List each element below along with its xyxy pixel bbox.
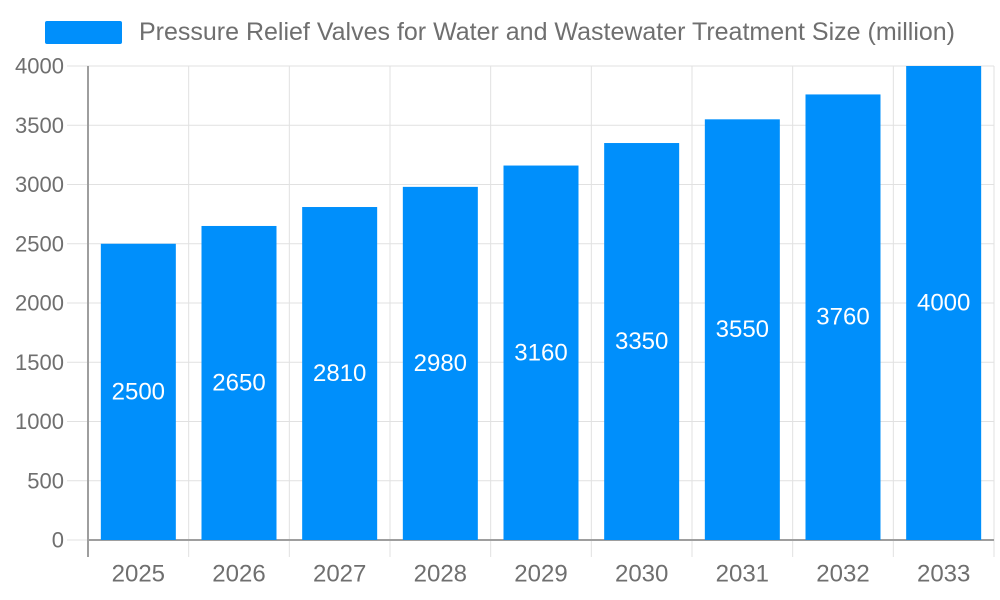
- bar-value-label: 2810: [313, 360, 366, 387]
- x-axis-category-label: 2025: [112, 561, 165, 588]
- x-axis-category-label: 2028: [414, 561, 467, 588]
- bar[interactable]: [906, 66, 982, 540]
- x-axis-category-label: 2033: [917, 561, 970, 588]
- y-axis-tick-label: 2500: [15, 231, 64, 256]
- y-axis-tick-label: 0: [52, 528, 64, 553]
- y-axis-tick-label: 1000: [15, 409, 64, 434]
- x-axis-category-label: 2026: [212, 561, 265, 588]
- bar-value-label: 2650: [212, 369, 265, 396]
- y-axis-tick-label: 4000: [15, 54, 64, 79]
- bar[interactable]: [100, 243, 176, 540]
- bar-value-label: 3760: [816, 304, 869, 331]
- bar-value-label: 3350: [615, 328, 668, 355]
- x-axis-category-label: 2032: [816, 561, 869, 588]
- bar-value-label: 2500: [112, 378, 165, 405]
- y-axis-tick-label: 1500: [15, 350, 64, 375]
- y-axis-tick-label: 3500: [15, 113, 64, 138]
- bar-value-label: 3550: [716, 316, 769, 343]
- legend-series-label: Pressure Relief Valves for Water and Was…: [138, 18, 955, 46]
- x-axis-category-label: 2031: [716, 561, 769, 588]
- legend-swatch-icon: [44, 20, 122, 44]
- bar[interactable]: [805, 94, 881, 540]
- bar[interactable]: [604, 143, 680, 540]
- chart-legend[interactable]: Pressure Relief Valves for Water and Was…: [0, 17, 1000, 47]
- bar-value-label: 2980: [414, 350, 467, 377]
- x-axis-category-label: 2027: [313, 561, 366, 588]
- x-axis-category-label: 2030: [615, 561, 668, 588]
- y-axis-tick-label: 2000: [15, 291, 64, 316]
- bar[interactable]: [402, 186, 478, 540]
- bar[interactable]: [302, 207, 378, 540]
- bar-value-label: 3160: [514, 339, 567, 366]
- y-axis-tick-label: 3000: [15, 172, 64, 197]
- x-axis-category-label: 2029: [514, 561, 567, 588]
- bar[interactable]: [704, 119, 780, 540]
- bar[interactable]: [201, 225, 277, 540]
- bar-value-label: 4000: [917, 290, 970, 317]
- bar[interactable]: [503, 165, 579, 541]
- y-axis-tick-label: 500: [27, 468, 64, 493]
